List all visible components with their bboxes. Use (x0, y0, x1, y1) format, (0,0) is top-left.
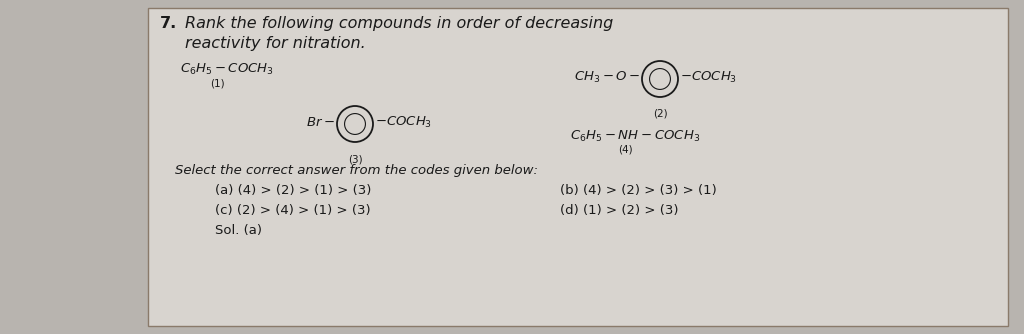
Text: $CH_3-O-$: $CH_3-O-$ (573, 69, 640, 85)
Text: (2): (2) (652, 109, 668, 119)
Text: $Br-$: $Br-$ (306, 116, 335, 129)
Text: 7.: 7. (160, 16, 177, 31)
Text: (b) (4) > (2) > (3) > (1): (b) (4) > (2) > (3) > (1) (560, 184, 717, 197)
FancyBboxPatch shape (148, 8, 1008, 326)
Text: Sol. (a): Sol. (a) (215, 224, 262, 237)
Text: $C_6H_5-NH-COCH_3$: $C_6H_5-NH-COCH_3$ (570, 129, 700, 144)
Text: $-COCH_3$: $-COCH_3$ (680, 69, 737, 85)
Text: Rank the following compounds in order of decreasing: Rank the following compounds in order of… (185, 16, 613, 31)
Text: (1): (1) (210, 78, 224, 88)
Text: $-COCH_3$: $-COCH_3$ (375, 115, 432, 130)
Text: reactivity for nitration.: reactivity for nitration. (185, 36, 366, 51)
Text: (4): (4) (618, 144, 633, 154)
Text: Select the correct answer from the codes given below:: Select the correct answer from the codes… (175, 164, 538, 177)
Text: (d) (1) > (2) > (3): (d) (1) > (2) > (3) (560, 204, 679, 217)
Text: (c) (2) > (4) > (1) > (3): (c) (2) > (4) > (1) > (3) (215, 204, 371, 217)
Text: (3): (3) (348, 154, 362, 164)
Text: (a) (4) > (2) > (1) > (3): (a) (4) > (2) > (1) > (3) (215, 184, 372, 197)
Text: $C_6H_5-COCH_3$: $C_6H_5-COCH_3$ (180, 62, 274, 77)
